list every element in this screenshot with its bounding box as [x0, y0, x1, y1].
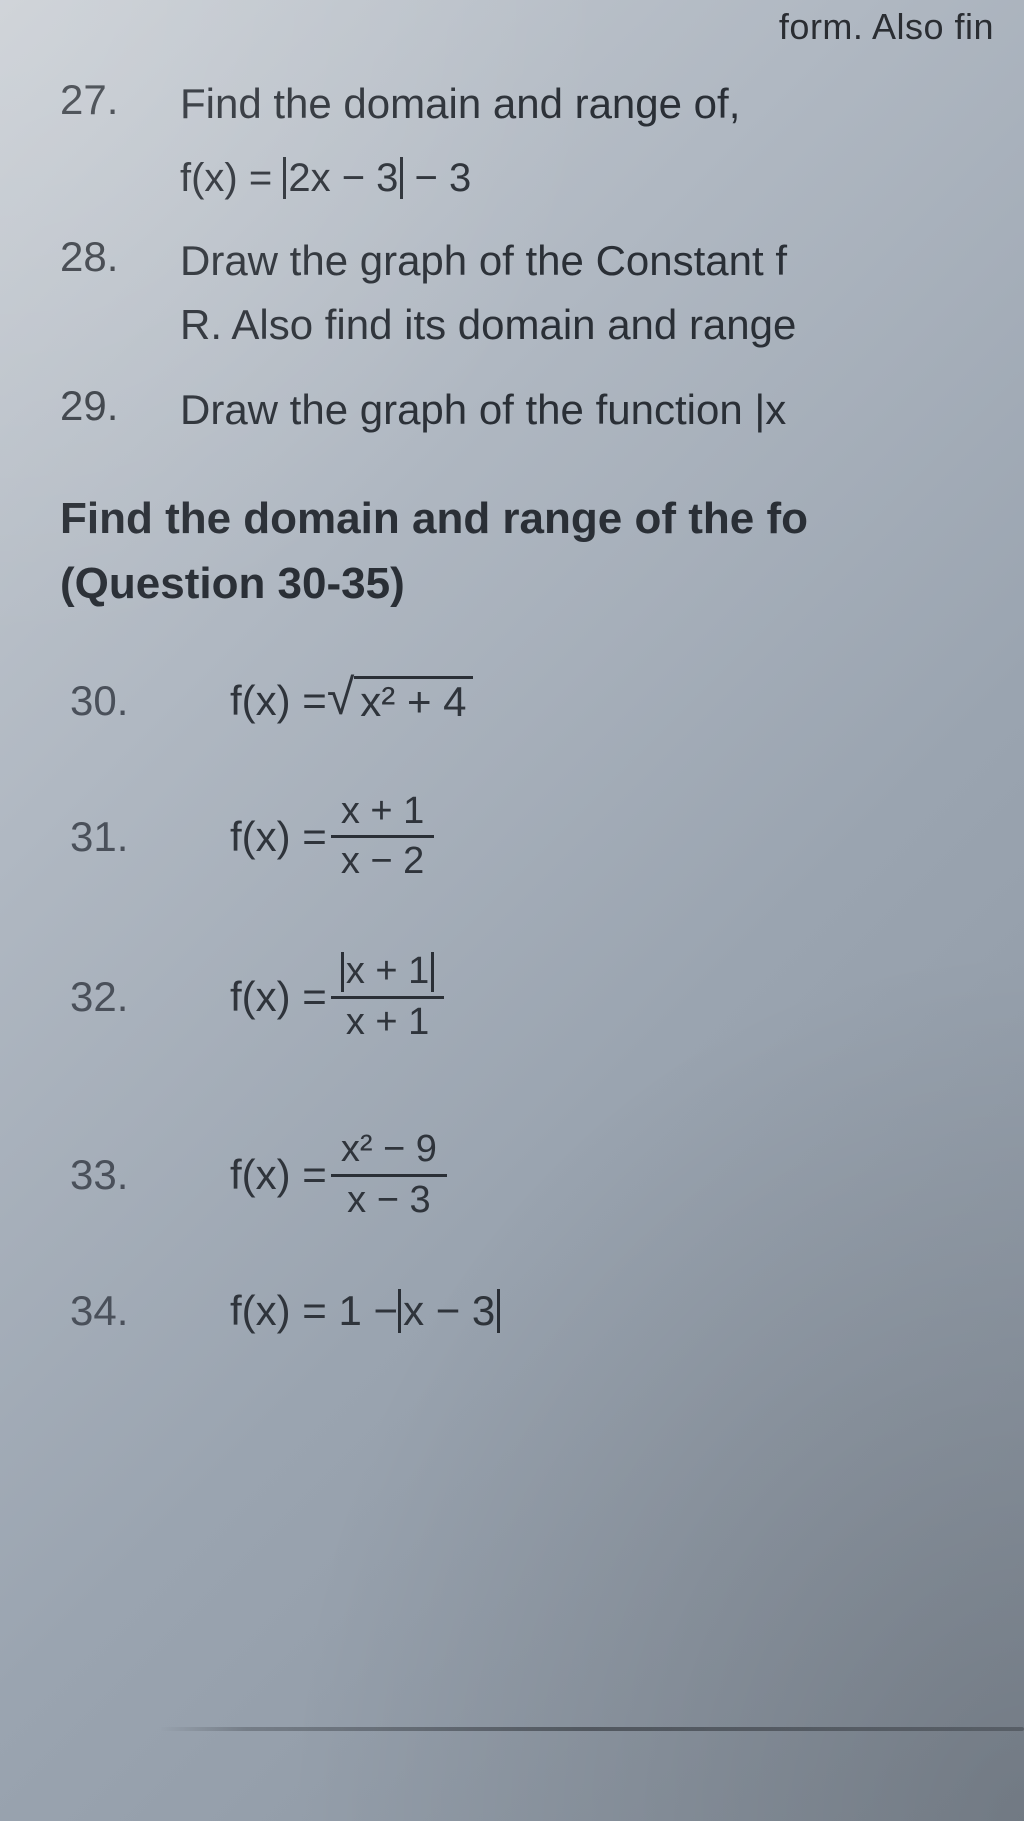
denominator: x − 2 — [331, 838, 434, 886]
question-body: Draw the graph of the Constant f R. Also… — [180, 233, 994, 354]
question-number: 27. — [30, 76, 180, 124]
fraction: x² − 9 x − 3 — [331, 1126, 447, 1224]
math-body: f(x) = 1 − x − 3 — [230, 1287, 994, 1335]
formula-lhs: f(x) = 1 − — [230, 1287, 398, 1335]
formula-lhs: f(x) = — [230, 973, 327, 1021]
math-question-row: 32. f(x) = x + 1 x + 1 — [30, 948, 994, 1046]
question-row: 29. Draw the graph of the function |x — [30, 382, 994, 439]
abs-expr: x − 3 — [398, 1289, 500, 1333]
math-question-row: 30. f(x) = √ x² + 4 — [30, 676, 994, 726]
question-text: Draw the graph of the function |x — [180, 382, 994, 439]
question-text: Find the domain and range of, — [180, 76, 994, 133]
page: form. Also fin 27. Find the domain and r… — [0, 0, 1024, 1821]
section-heading-line: Find the domain and range of the fo — [60, 489, 994, 548]
question-body: Find the domain and range of, f(x) = 2x … — [180, 76, 994, 205]
question-text: R. Also find its domain and range — [180, 297, 994, 354]
question-row: 28. Draw the graph of the Constant f R. … — [30, 233, 994, 354]
partial-header-text: form. Also fin — [30, 6, 994, 48]
math-body: f(x) = √ x² + 4 — [230, 676, 994, 726]
math-body: f(x) = x + 1 x − 2 — [230, 788, 994, 886]
math-body: f(x) = x + 1 x + 1 — [230, 948, 994, 1046]
fraction: x + 1 x − 2 — [331, 788, 434, 886]
numerator: x² − 9 — [331, 1126, 447, 1177]
question-number: 32. — [30, 973, 230, 1021]
math-question-row: 33. f(x) = x² − 9 x − 3 — [30, 1126, 994, 1224]
numerator: x + 1 — [331, 788, 434, 839]
abs-expr: x + 1 — [341, 952, 434, 992]
fraction: x + 1 x + 1 — [331, 948, 444, 1046]
math-question-row: 31. f(x) = x + 1 x − 2 — [30, 788, 994, 886]
question-text: Draw the graph of the Constant f — [180, 233, 994, 290]
formula-lhs: f(x) = — [230, 813, 327, 861]
question-number: 34. — [30, 1287, 230, 1335]
question-number: 30. — [30, 677, 230, 725]
formula-lhs: f(x) = — [180, 156, 283, 200]
abs-expr: 2x − 3 — [283, 157, 403, 199]
question-row: 27. Find the domain and range of, f(x) =… — [30, 76, 994, 205]
question-number: 31. — [30, 813, 230, 861]
section-heading: Find the domain and range of the fo (Que… — [30, 489, 994, 614]
horizontal-rule — [160, 1727, 1024, 1731]
radical-icon: √ — [327, 672, 354, 722]
question-number: 33. — [30, 1151, 230, 1199]
formula-lhs: f(x) = — [230, 677, 327, 725]
denominator: x + 1 — [336, 999, 439, 1047]
section-heading-line: (Question 30-35) — [60, 554, 994, 613]
question-number: 29. — [30, 382, 180, 430]
formula-tail: − 3 — [403, 156, 471, 200]
question-body: Draw the graph of the function |x — [180, 382, 994, 439]
denominator: x − 3 — [337, 1177, 440, 1225]
sqrt-arg: x² + 4 — [354, 676, 472, 725]
question-formula: f(x) = 2x − 3 − 3 — [180, 151, 994, 205]
math-body: f(x) = x² − 9 x − 3 — [230, 1126, 994, 1224]
math-question-row: 34. f(x) = 1 − x − 3 — [30, 1287, 994, 1335]
numerator: x + 1 — [331, 948, 444, 999]
sqrt-expr: √ x² + 4 — [327, 676, 473, 726]
question-number: 28. — [30, 233, 180, 281]
formula-lhs: f(x) = — [230, 1151, 327, 1199]
